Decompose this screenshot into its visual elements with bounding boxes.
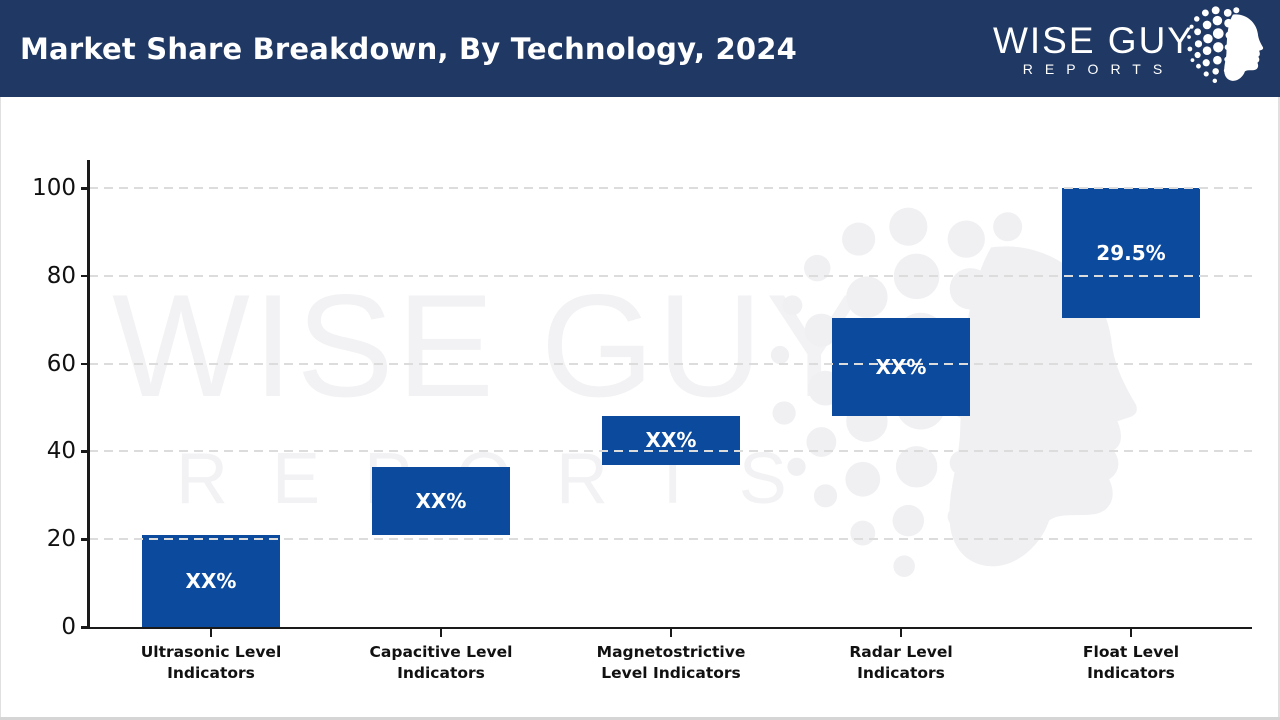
brand-name: WISE GUY: [992, 19, 1194, 61]
bar-float-level-indicators: [1062, 188, 1200, 318]
y-gridline-20: [89, 538, 1252, 541]
bar-radar-level-indicators: [832, 317, 970, 417]
x-category-label-line: Indicators: [1087, 663, 1175, 682]
x-category-label-line: Radar Level: [849, 643, 953, 661]
x-category-label-float-level-indicators: Float Level Indicators: [1011, 642, 1251, 684]
right-border: [1278, 97, 1280, 717]
brand-logo: WISE GUY REPORTS: [993, 0, 1270, 97]
y-tick-40: [81, 450, 89, 453]
x-category-label-magnetostrictive-level-indicators: Magnetostrictive Level Indicators: [551, 642, 791, 684]
chart-title: Market Share Breakdown, By Technology, 2…: [20, 31, 798, 66]
bar-value-label: 29.5%: [1096, 240, 1166, 265]
y-tick-20: [81, 538, 89, 541]
y-gridline-80: [89, 274, 1252, 277]
x-tick-3: [899, 629, 903, 637]
y-gridline-60: [89, 362, 1252, 365]
x-tick-1: [439, 629, 443, 637]
y-tick-0: [81, 626, 89, 629]
x-tick-0: [209, 629, 213, 637]
y-gridline-100: [89, 187, 1252, 189]
y-tick-100: [81, 187, 89, 190]
bar-capacitive-level-indicators: [372, 466, 510, 535]
header-bar: Market Share Breakdown, By Technology, 2…: [0, 0, 1280, 97]
y-tick-label-20: 20: [46, 526, 76, 553]
bar-value-label: XX%: [645, 428, 697, 453]
bottom-border: [0, 717, 1280, 720]
x-category-label-line: Ultrasonic Level: [140, 643, 282, 661]
brand-wordmark: WISE GUY REPORTS: [993, 22, 1194, 76]
brand-head-icon: [1182, 6, 1270, 92]
bar-value-label: XX%: [415, 488, 467, 513]
x-tick-4: [1129, 629, 1133, 637]
x-category-label-capacitive-level-indicators: Capacitive Level Indicators: [321, 642, 561, 684]
left-border: [0, 97, 1, 717]
y-tick-label-80: 80: [46, 262, 76, 289]
x-category-label-line: Indicators: [857, 663, 945, 682]
bar-value-label: XX%: [185, 568, 237, 593]
brand-subname: REPORTS: [1022, 60, 1175, 77]
x-category-label-radar-level-indicators: Radar Level Indicators: [781, 642, 1021, 684]
bar-magnetostrictive-level-indicators: [602, 416, 740, 465]
y-tick-60: [81, 362, 89, 366]
y-tick-label-60: 60: [46, 350, 76, 377]
bar-value-label: XX%: [875, 354, 927, 379]
y-tick-80: [81, 274, 89, 278]
bar-ultrasonic-level-indicators: [142, 534, 280, 627]
x-category-label-line: Magnetostrictive: [596, 643, 746, 661]
y-tick-label-0: 0: [61, 614, 76, 640]
x-category-label-ultrasonic-level-indicators: Ultrasonic Level Indicators: [91, 642, 331, 684]
y-gridline-40: [89, 450, 1252, 453]
x-category-label-line: Indicators: [397, 663, 485, 682]
x-category-label-line: Indicators: [167, 663, 255, 682]
y-axis: [87, 160, 90, 629]
x-category-label-line: Capacitive Level: [369, 643, 513, 661]
x-category-label-line: Float Level: [1082, 643, 1180, 661]
watermark-text: WISE GUY: [112, 264, 867, 427]
x-axis: [87, 626, 1252, 629]
x-category-label-line: Level Indicators: [601, 663, 741, 682]
x-tick-2: [669, 629, 673, 637]
y-tick-label-40: 40: [46, 438, 76, 465]
y-tick-label-100: 100: [32, 175, 76, 201]
